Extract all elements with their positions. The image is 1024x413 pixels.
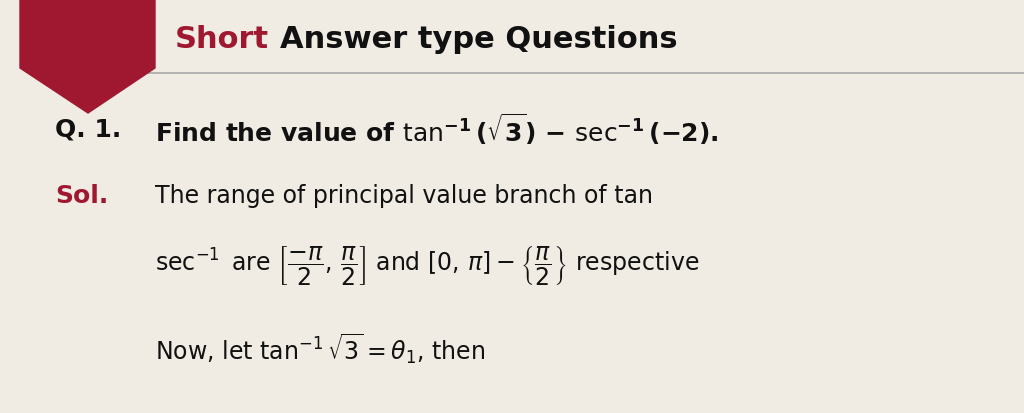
Text: Q. 1.: Q. 1. xyxy=(55,117,121,141)
Text: The range of principal value branch of tan: The range of principal value branch of t… xyxy=(155,183,653,207)
Text: Find the value of $\mathbf{\tan^{-1}(\sqrt{3})}$ $\mathbf{-}$ $\mathbf{\sec^{-1}: Find the value of $\mathbf{\tan^{-1}(\sq… xyxy=(155,111,719,146)
Text: Now, let $\tan^{-1}\sqrt{3} = \theta_1$, then: Now, let $\tan^{-1}\sqrt{3} = \theta_1$,… xyxy=(155,331,485,366)
Text: Answer type Questions: Answer type Questions xyxy=(280,24,678,53)
Text: Short: Short xyxy=(175,24,269,53)
Polygon shape xyxy=(20,0,155,114)
Text: Sol.: Sol. xyxy=(55,183,109,207)
Text: $\sec^{-1}$ are $\left[\dfrac{-\pi}{2},\, \dfrac{\pi}{2}\right]$ and $[0,\,\pi] : $\sec^{-1}$ are $\left[\dfrac{-\pi}{2},\… xyxy=(155,244,699,287)
